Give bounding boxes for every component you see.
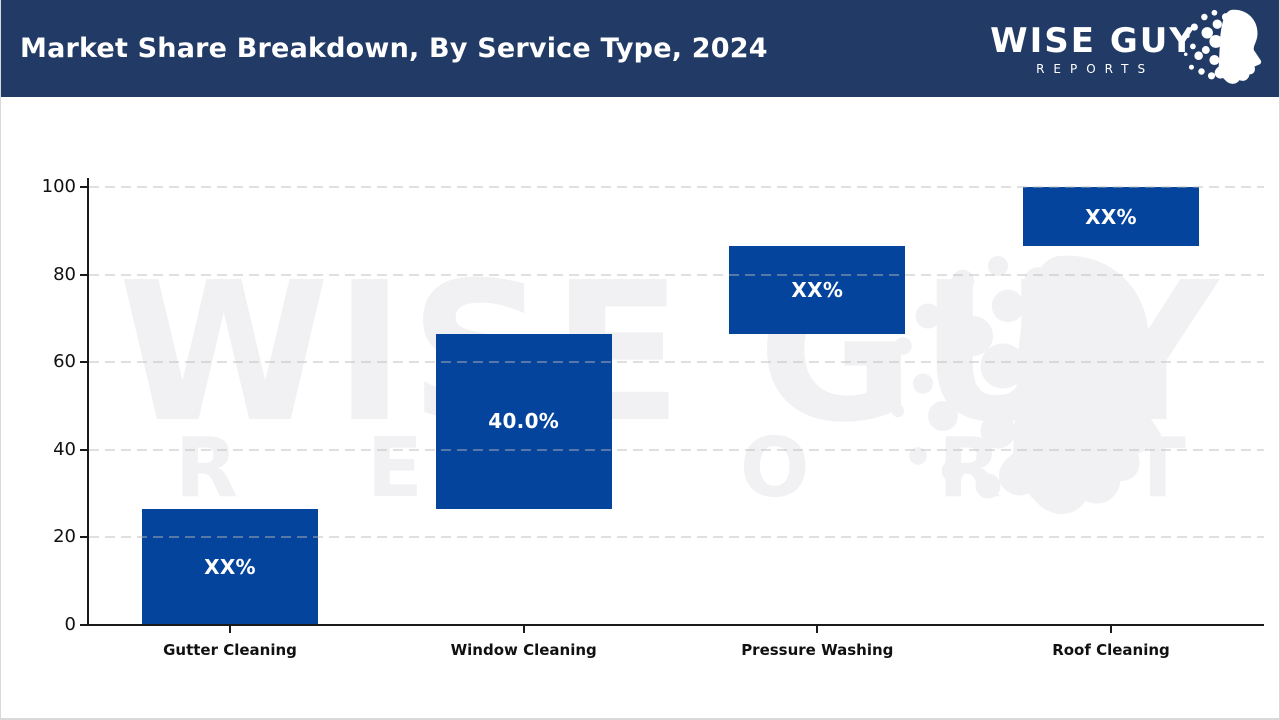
y-axis-tick-100 bbox=[80, 186, 87, 188]
bar-value-label-pressure-washing: XX% bbox=[791, 277, 844, 302]
bar-roof-cleaning: XX% bbox=[1023, 187, 1199, 247]
y-tick-label-20: 20 bbox=[53, 526, 76, 548]
x-axis-tick-gutter-cleaning bbox=[229, 626, 231, 633]
wiseguy-face-icon bbox=[1183, 9, 1262, 84]
y-axis-tick-80 bbox=[80, 273, 87, 276]
gridline-60 bbox=[89, 361, 1264, 364]
y-axis-line bbox=[87, 178, 89, 626]
category-label-pressure-washing: Pressure Washing bbox=[741, 641, 894, 659]
y-axis-tick-0 bbox=[80, 624, 87, 626]
x-axis-tick-window-cleaning bbox=[522, 626, 525, 633]
category-label-gutter-cleaning: Gutter Cleaning bbox=[163, 641, 297, 659]
chart-title: Market Share Breakdown, By Service Type,… bbox=[20, 33, 768, 64]
y-tick-label-60: 60 bbox=[53, 351, 76, 373]
report-header-bar: Market Share Breakdown, By Service Type,… bbox=[0, 0, 1280, 97]
gridline-80 bbox=[89, 273, 1264, 276]
gridline-40 bbox=[89, 448, 1264, 451]
bar-pressure-washing: XX% bbox=[729, 246, 906, 334]
y-tick-label-80: 80 bbox=[53, 263, 76, 285]
bar-gutter-cleaning: XX% bbox=[142, 508, 318, 625]
category-label-roof-cleaning: Roof Cleaning bbox=[1052, 641, 1170, 659]
x-axis-line bbox=[87, 624, 1264, 626]
bar-value-label-roof-cleaning: XX% bbox=[1085, 204, 1137, 229]
y-axis-tick-60 bbox=[80, 361, 87, 364]
bar-value-label-gutter-cleaning: XX% bbox=[204, 554, 256, 579]
gridline-20 bbox=[89, 536, 1264, 539]
logo-brand-name: WISE GUY bbox=[990, 21, 1196, 62]
wiseguy-logo: WISE GUY REPORTS bbox=[990, 6, 1266, 94]
bar-window-cleaning: 40.0% bbox=[435, 333, 612, 509]
x-axis-tick-pressure-washing bbox=[816, 626, 819, 633]
wiseguy-logo-text: WISE GUY REPORTS bbox=[990, 21, 1196, 76]
y-tick-label-40: 40 bbox=[53, 438, 76, 460]
y-axis-tick-40 bbox=[80, 448, 87, 451]
bar-value-label-window-cleaning: 40.0% bbox=[488, 409, 560, 434]
category-label-window-cleaning: Window Cleaning bbox=[450, 641, 597, 659]
y-tick-label-100: 100 bbox=[41, 176, 76, 197]
y-tick-label-0: 0 bbox=[64, 614, 76, 635]
logo-reports-label: REPORTS bbox=[1036, 61, 1155, 76]
gridline-100 bbox=[89, 186, 1264, 188]
x-axis-tick-roof-cleaning bbox=[1110, 626, 1112, 633]
y-axis-tick-20 bbox=[80, 536, 87, 539]
